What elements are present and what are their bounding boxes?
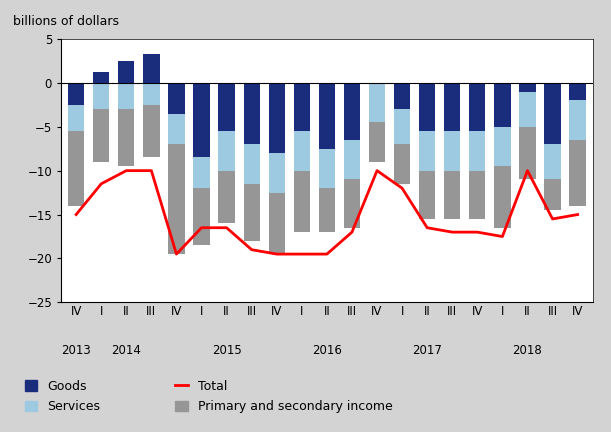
Bar (544, 144, 561, 179)
Bar (244, 83, 260, 144)
Bar (319, 83, 335, 149)
Bar (419, 131, 435, 171)
Bar (569, 100, 586, 140)
Bar (469, 131, 486, 171)
Bar (219, 83, 235, 131)
Bar (494, 83, 511, 127)
Bar (544, 179, 561, 210)
Bar (319, 149, 335, 188)
Bar (494, 166, 511, 228)
Legend: Goods, Services, Total, Primary and secondary income: Goods, Services, Total, Primary and seco… (25, 380, 393, 413)
Text: 2017: 2017 (412, 344, 442, 357)
Bar (93, 83, 109, 109)
Bar (193, 188, 210, 245)
Bar (319, 188, 335, 232)
Bar (419, 83, 435, 131)
Text: 2013: 2013 (61, 344, 91, 357)
Bar (269, 83, 285, 153)
Bar (219, 131, 235, 171)
Bar (569, 83, 586, 100)
Bar (344, 140, 360, 179)
Bar (193, 157, 210, 188)
Bar (419, 171, 435, 219)
Bar (168, 144, 185, 254)
Bar (68, 131, 84, 206)
Bar (444, 83, 461, 131)
Bar (469, 171, 486, 219)
Bar (444, 171, 461, 219)
Bar (519, 92, 536, 127)
Bar (93, 72, 109, 83)
Bar (344, 83, 360, 140)
Bar (143, 54, 159, 83)
Text: 2016: 2016 (312, 344, 342, 357)
Bar (394, 109, 410, 144)
Bar (394, 144, 410, 184)
Bar (168, 83, 185, 114)
Bar (244, 184, 260, 241)
Bar (544, 83, 561, 144)
Bar (294, 171, 310, 232)
Bar (168, 114, 185, 144)
Bar (219, 171, 235, 223)
Bar (369, 83, 385, 122)
Bar (93, 109, 109, 162)
Bar (369, 122, 385, 162)
Bar (143, 83, 159, 105)
Bar (269, 193, 285, 254)
Bar (193, 83, 210, 157)
Bar (244, 144, 260, 184)
Text: 2018: 2018 (513, 344, 543, 357)
Bar (519, 127, 536, 179)
Bar (294, 83, 310, 131)
Bar (519, 83, 536, 92)
Bar (344, 179, 360, 228)
Bar (269, 153, 285, 193)
Bar (118, 109, 134, 166)
Bar (68, 105, 84, 131)
Bar (444, 131, 461, 171)
Text: billions of dollars: billions of dollars (13, 16, 119, 29)
Bar (469, 83, 486, 131)
Bar (118, 61, 134, 83)
Bar (394, 83, 410, 109)
Bar (569, 140, 586, 206)
Bar (143, 105, 159, 157)
Text: 2015: 2015 (212, 344, 241, 357)
Bar (68, 83, 84, 105)
Bar (118, 83, 134, 109)
Bar (294, 131, 310, 171)
Bar (494, 127, 511, 166)
Text: 2014: 2014 (111, 344, 141, 357)
